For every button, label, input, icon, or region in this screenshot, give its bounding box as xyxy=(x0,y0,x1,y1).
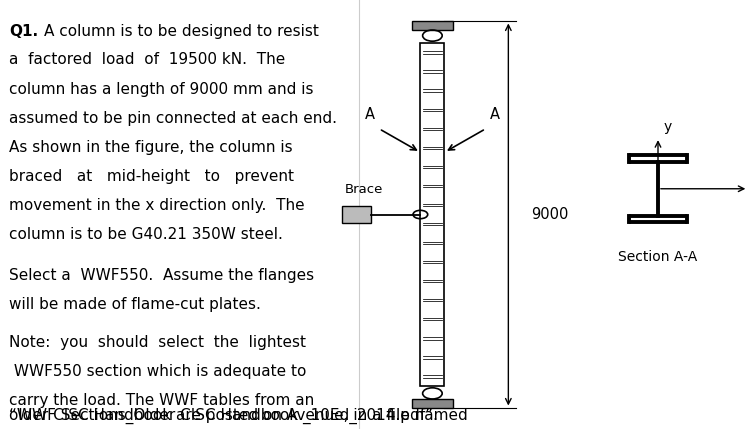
Text: column is to be G40.21 350W steel.: column is to be G40.21 350W steel. xyxy=(9,227,283,242)
Text: braced   at   mid-height   to   prevent: braced at mid-height to prevent xyxy=(9,169,294,184)
Text: will be made of flame-cut plates.: will be made of flame-cut plates. xyxy=(9,297,261,312)
Text: carry the load. The WWF tables from an: carry the load. The WWF tables from an xyxy=(9,393,314,408)
Text: A: A xyxy=(365,107,375,122)
Text: Note:  you  should  select  the  lightest: Note: you should select the lightest xyxy=(9,335,306,350)
Text: Brace: Brace xyxy=(345,183,384,196)
Text: Select a  WWF550.  Assume the flanges: Select a WWF550. Assume the flanges xyxy=(9,268,314,283)
Text: a  factored  load  of  19500 kN.  The: a factored load of 19500 kN. The xyxy=(9,52,285,67)
Bar xyxy=(420,43,444,386)
Text: movement in the x direction only.  The: movement in the x direction only. The xyxy=(9,198,305,213)
Text: Section A-A: Section A-A xyxy=(618,250,698,264)
Text: column has a length of 9000 mm and is: column has a length of 9000 mm and is xyxy=(9,82,314,97)
Text: WWF550 section which is adequate to: WWF550 section which is adequate to xyxy=(9,364,306,379)
Text: 9000: 9000 xyxy=(531,207,569,222)
Text: older CISC Handbook are posted on Avenue, in a file named: older CISC Handbook are posted on Avenue… xyxy=(9,408,468,423)
Bar xyxy=(342,206,371,223)
Text: A column is to be designed to resist: A column is to be designed to resist xyxy=(44,24,319,39)
Bar xyxy=(412,399,453,408)
Text: As shown in the figure, the column is: As shown in the figure, the column is xyxy=(9,140,293,155)
Text: “WWF Sections_Older CISC Handbook _10Ed_2014.pdf”.: “WWF Sections_Older CISC Handbook _10Ed_… xyxy=(9,408,438,424)
Text: y: y xyxy=(663,120,672,134)
Text: Q1.: Q1. xyxy=(9,24,38,39)
Text: A: A xyxy=(490,107,499,122)
Bar xyxy=(412,21,453,30)
Text: assumed to be pin connected at each end.: assumed to be pin connected at each end. xyxy=(9,111,337,126)
